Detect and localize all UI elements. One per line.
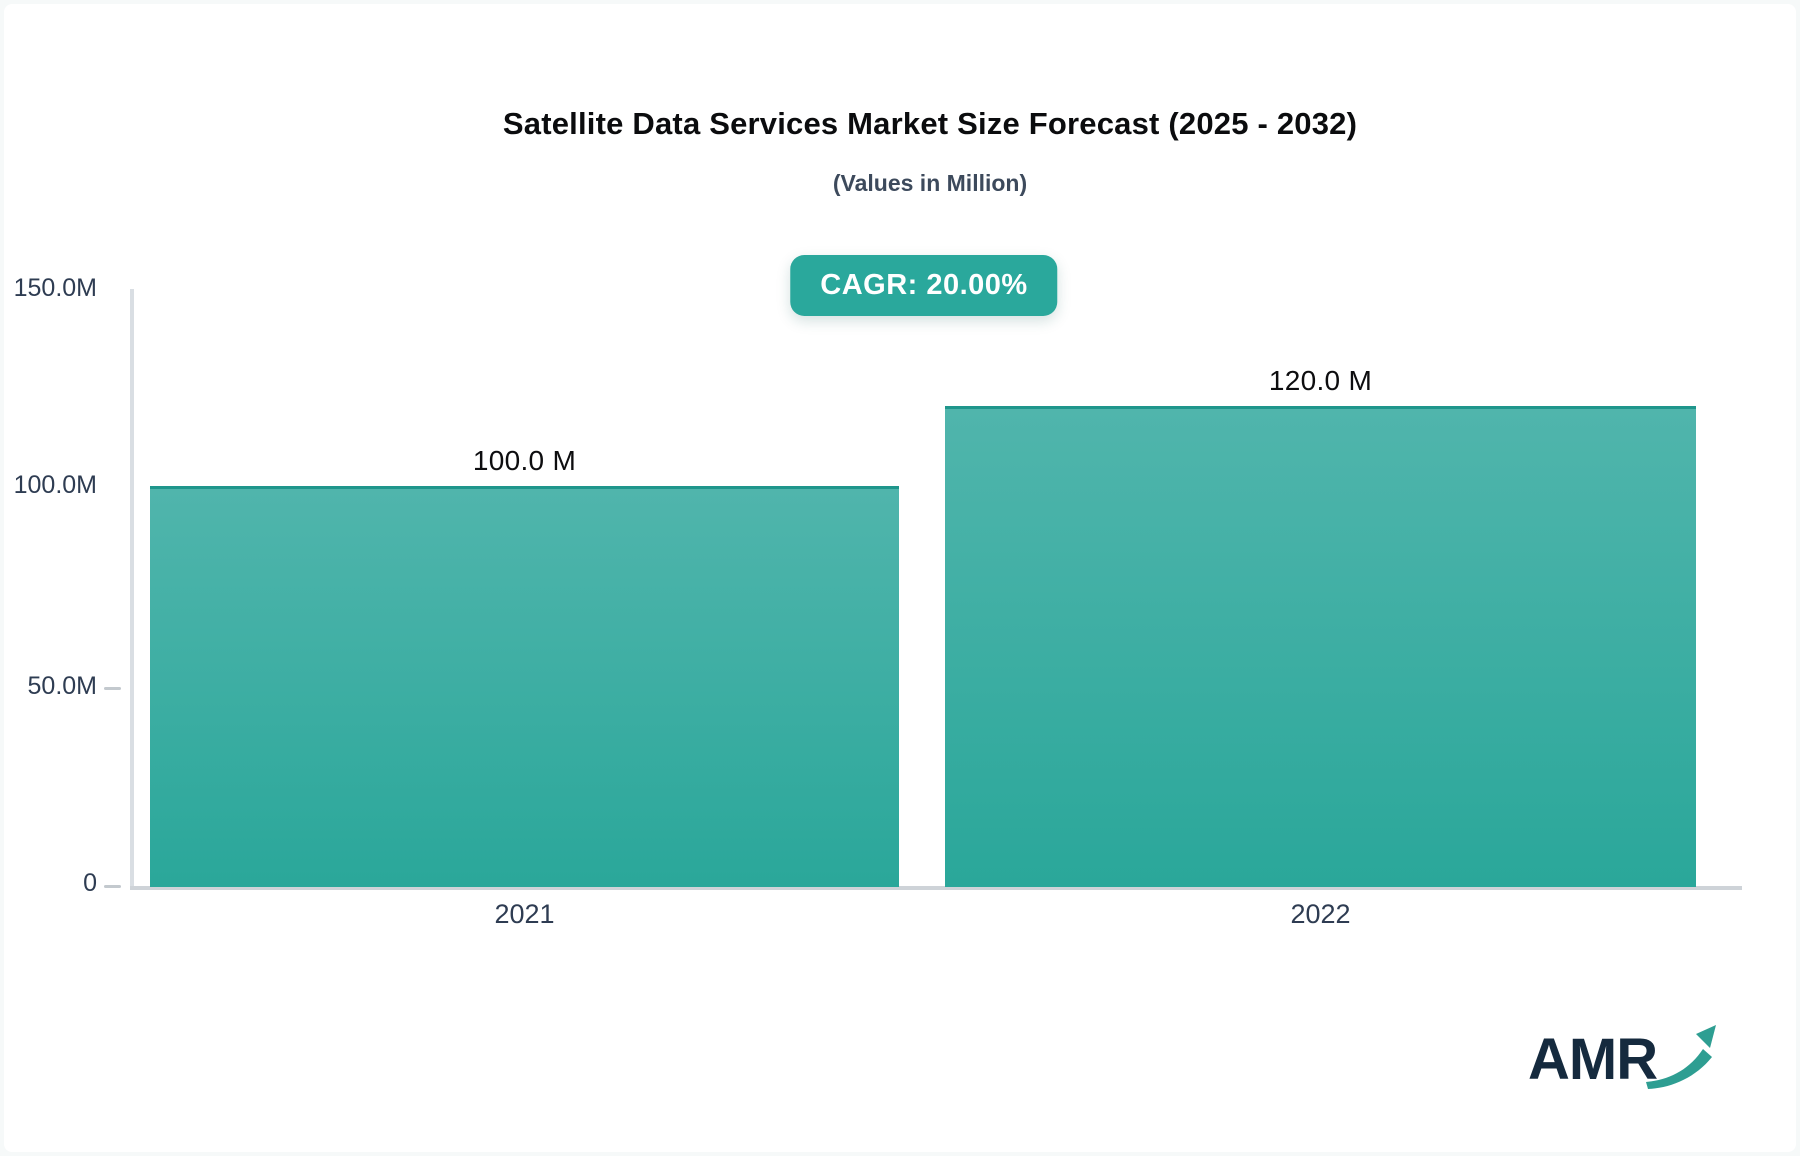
x-axis-label: 2022 <box>1290 899 1351 929</box>
y-tick-label: 50.0M <box>27 672 97 700</box>
amr-logo: AMR <box>1528 1024 1717 1093</box>
bar <box>945 406 1696 887</box>
y-tick-label: 100.0M <box>13 471 97 499</box>
bar-group: 120.0 M <box>945 365 1696 887</box>
chart-title: Satellite Data Services Market Size Fore… <box>502 106 1358 141</box>
bar-value-label: 100.0 M <box>472 445 577 476</box>
bar <box>150 486 899 887</box>
x-axis-line <box>130 886 1742 890</box>
y-tick-label: 0 <box>83 869 97 897</box>
y-tick-mark <box>104 885 121 888</box>
y-tick-mark <box>104 687 121 690</box>
y-tick-label: 150.0M <box>13 274 97 302</box>
amr-logo-text: AMR <box>1528 1027 1658 1092</box>
growth-arrow-icon <box>1646 1024 1717 1089</box>
bar-group: 100.0 M <box>150 445 899 887</box>
y-axis-line <box>130 289 134 889</box>
cagr-badge: CAGR: 20.00% <box>790 255 1058 316</box>
chart-subtitle: (Values in Million) <box>832 170 1028 196</box>
bar-value-label: 120.0 M <box>1268 365 1373 396</box>
x-axis-label: 2021 <box>494 899 555 929</box>
